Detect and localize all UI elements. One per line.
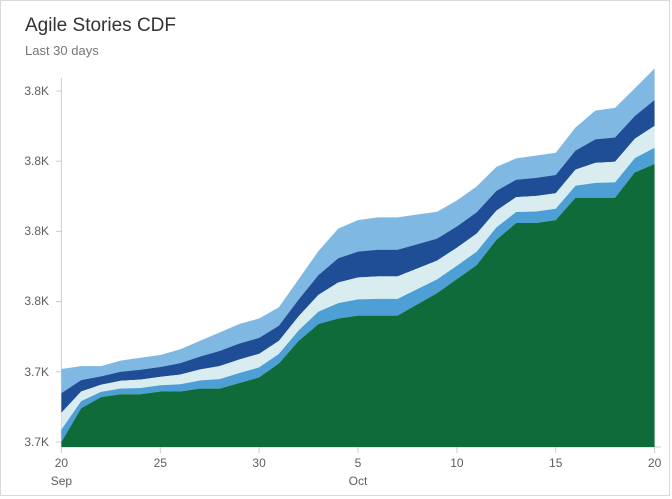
svg-text:25: 25 (154, 456, 168, 470)
svg-text:3.7K: 3.7K (24, 365, 49, 379)
svg-text:20: 20 (55, 456, 69, 470)
svg-text:5: 5 (355, 456, 362, 470)
svg-text:Oct: Oct (349, 474, 368, 488)
svg-text:3.8K: 3.8K (24, 84, 49, 98)
svg-text:3.8K: 3.8K (24, 294, 49, 308)
svg-text:15: 15 (549, 456, 563, 470)
svg-text:20: 20 (648, 456, 662, 470)
svg-text:3.7K: 3.7K (24, 435, 49, 449)
svg-text:10: 10 (450, 456, 464, 470)
svg-text:30: 30 (252, 456, 266, 470)
svg-text:Sep: Sep (51, 474, 73, 488)
svg-text:3.8K: 3.8K (24, 224, 49, 238)
svg-text:3.8K: 3.8K (24, 154, 49, 168)
